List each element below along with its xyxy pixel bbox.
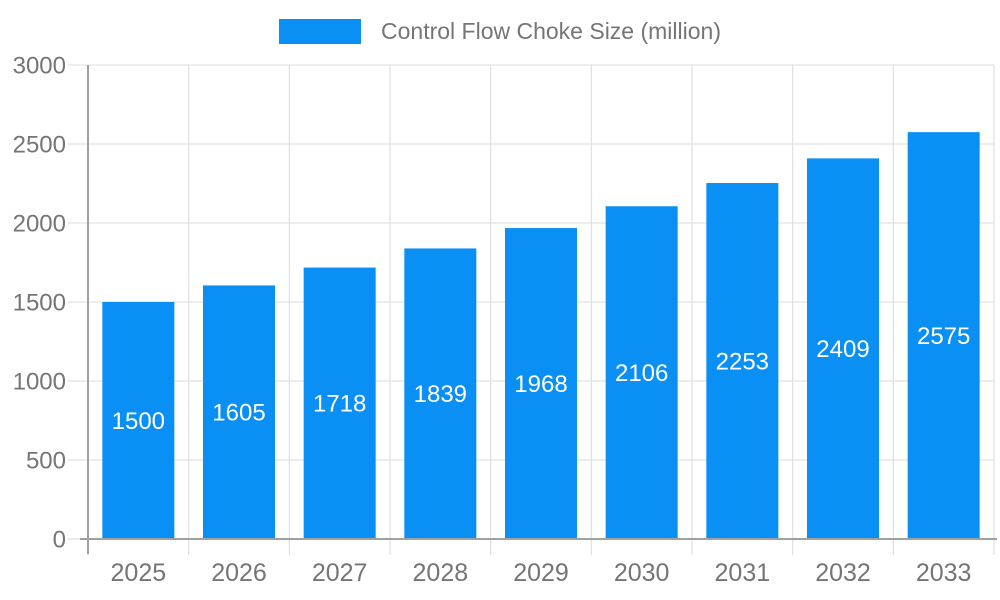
y-tick-label: 2500 — [13, 131, 66, 158]
legend[interactable]: Control Flow Choke Size (million) — [0, 19, 1000, 44]
x-tick-label: 2030 — [614, 559, 670, 587]
y-axis-tick-labels: 0 500 1000 1500 2000 2500 3000 — [13, 52, 66, 553]
bar-value-labels: 1500 1605 1718 1839 1968 2106 2253 2409 2575 — [112, 323, 971, 435]
y-tick-label: 2000 — [13, 210, 66, 237]
bar-value-label: 1605 — [212, 400, 265, 427]
x-tick-label: 2028 — [413, 559, 469, 587]
bar — [807, 158, 879, 540]
bar — [404, 248, 477, 540]
x-tick-label: 2029 — [513, 559, 569, 587]
bar — [102, 302, 175, 539]
bar-value-label: 1968 — [514, 371, 567, 398]
x-tick-label: 2033 — [916, 559, 972, 587]
bar — [605, 206, 678, 539]
bar — [706, 183, 779, 539]
bar — [203, 285, 275, 539]
bar-value-label: 1718 — [313, 391, 366, 418]
bar-value-label: 2575 — [917, 323, 970, 350]
bar-value-label: 2253 — [716, 348, 769, 375]
bar — [907, 132, 980, 539]
gridlines — [68, 64, 995, 555]
legend-swatch — [279, 19, 361, 44]
bar-value-label: 1839 — [414, 381, 467, 408]
bar-value-label: 2106 — [615, 360, 668, 387]
bars — [102, 132, 980, 540]
bar — [505, 228, 577, 539]
y-tick-label: 1000 — [13, 368, 66, 395]
y-tick-label: 3000 — [13, 52, 66, 79]
x-tick-label: 2032 — [815, 559, 871, 587]
legend-label: Control Flow Choke Size (million) — [381, 18, 721, 44]
bar-value-label: 1500 — [112, 408, 165, 435]
axes — [80, 65, 997, 554]
bar-value-label: 2409 — [816, 336, 869, 363]
x-tick-label: 2026 — [211, 559, 267, 587]
y-tick-label: 500 — [26, 447, 66, 474]
bar — [303, 267, 376, 539]
y-tick-label: 0 — [53, 526, 66, 553]
x-axis-tick-labels: 2025 2026 2027 2028 2029 2030 2031 2032 2033 — [111, 559, 972, 587]
x-tick-label: 2025 — [111, 559, 167, 587]
y-tick-label: 1500 — [13, 289, 66, 316]
x-tick-label: 2027 — [312, 559, 368, 587]
x-tick-label: 2031 — [715, 559, 771, 587]
